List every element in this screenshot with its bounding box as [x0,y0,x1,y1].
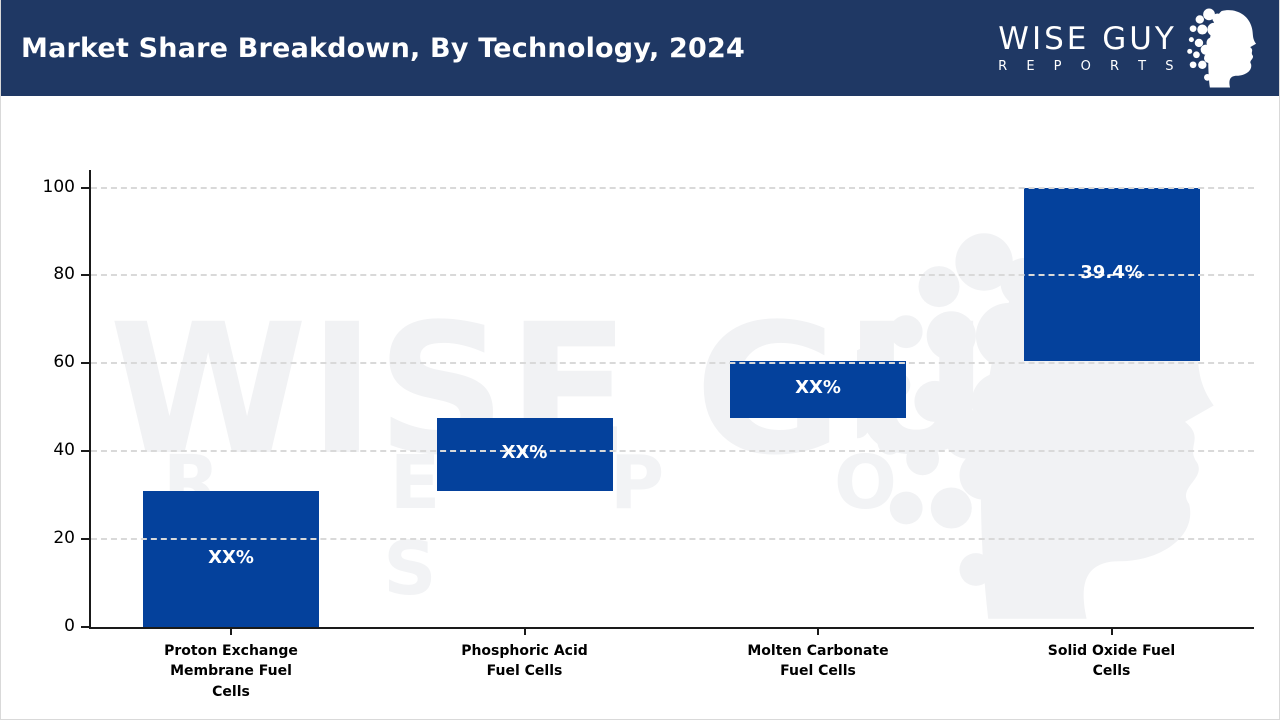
grid-line [91,538,1254,541]
x-tick-mark [817,629,819,635]
y-tick-label: 20 [53,528,75,549]
bar-value-label: 39.4% [1080,262,1143,284]
y-tick-mark [81,538,89,541]
y-tick-label: 40 [53,440,75,461]
grid-line [91,186,1254,189]
x-axis-line [89,627,1254,629]
y-tick-mark [81,274,89,277]
x-category-label: Solid Oxide Fuel Cells [1047,643,1176,680]
y-tick-label: 100 [42,176,75,197]
y-tick-mark [81,450,89,453]
grid-line [91,450,1254,453]
bar [143,490,319,627]
y-tick-label: 60 [53,352,75,373]
grid-line [91,362,1254,365]
logo-text: WISE GUY R E P O R T S [994,20,1181,74]
y-tick-mark [81,186,89,189]
chart-area: WISE GUY R E P O R T S 0 20 40 60 80 100 XX% Pr… [1,96,1279,719]
x-category-label: Phosphoric Acid Fuel Cells [461,643,588,680]
wise-guy-logo: WISE GUY R E P O R T S [994,4,1267,92]
x-category-label: Molten Carbonate Fuel Cells [747,643,889,680]
bar-value-label: XX% [795,377,841,399]
header-bar: Market Share Breakdown, By Technology, 2… [1,0,1279,96]
x-tick-mark [230,629,232,635]
logo-line2: R E P O R T S [998,58,1181,74]
bar-value-label: XX% [208,546,254,568]
grid-line [91,274,1254,277]
y-axis-line [89,170,91,629]
x-tick-mark [523,629,526,635]
y-tick-label: 0 [64,616,75,636]
watermark-text: WISE GUY [109,286,1123,495]
x-category-label: Proton Exchange Membrane Fuel Cells [164,643,298,700]
y-tick-mark [81,362,89,365]
y-tick-mark [81,626,89,628]
x-tick-mark [1110,629,1113,635]
watermark-text-reports: R E P O R T S [163,440,1176,612]
logo-line1: WISE GUY [998,20,1177,57]
bar [436,417,613,491]
y-tick-label: 80 [53,264,75,285]
chart-title: Market Share Breakdown, By Technology, 2… [21,32,746,64]
bar-value-label: XX% [501,442,548,464]
face-profile-icon [1187,8,1257,88]
